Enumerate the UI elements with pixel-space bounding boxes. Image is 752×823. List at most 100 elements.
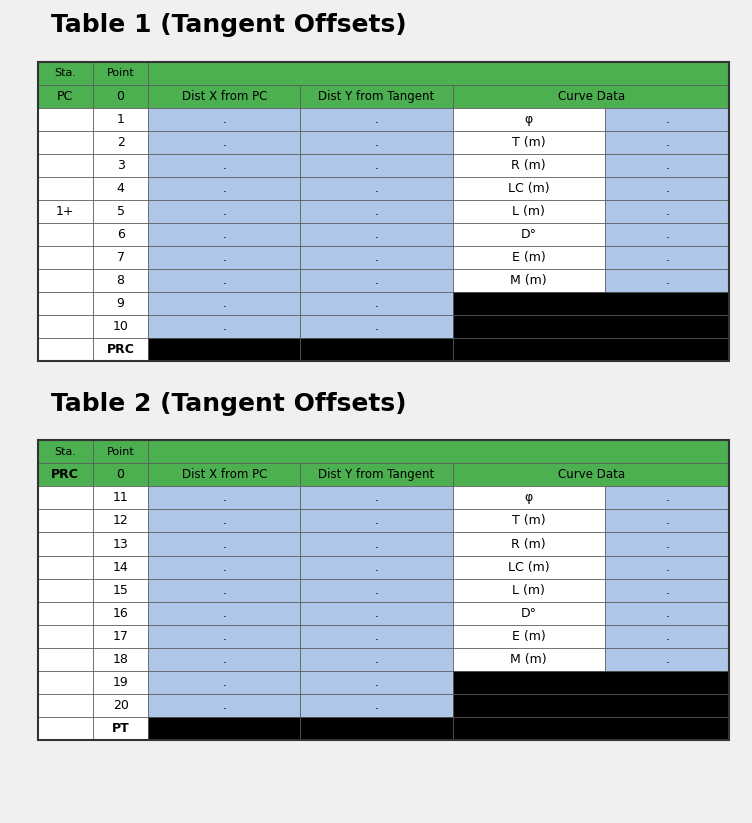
- Text: .: .: [223, 584, 226, 597]
- Bar: [605, 556, 729, 579]
- Text: 7: 7: [117, 251, 125, 264]
- Bar: [148, 486, 301, 509]
- Text: Curve Data: Curve Data: [557, 468, 625, 481]
- Bar: [301, 532, 453, 556]
- Text: .: .: [666, 653, 669, 666]
- Text: .: .: [666, 491, 669, 504]
- Bar: [605, 108, 729, 131]
- Bar: [301, 315, 453, 338]
- Text: PC: PC: [57, 90, 74, 103]
- Text: .: .: [374, 251, 378, 264]
- Text: .: .: [374, 274, 378, 287]
- Text: 9: 9: [117, 297, 125, 310]
- Text: .: .: [223, 251, 226, 264]
- Bar: [38, 292, 93, 315]
- Bar: [453, 579, 605, 602]
- Bar: [301, 85, 453, 108]
- Text: M (m): M (m): [511, 653, 547, 666]
- Bar: [38, 315, 93, 338]
- Bar: [38, 556, 93, 579]
- Bar: [148, 463, 301, 486]
- Text: .: .: [223, 159, 226, 172]
- Text: .: .: [666, 630, 669, 643]
- Bar: [301, 625, 453, 648]
- Bar: [148, 532, 301, 556]
- Bar: [93, 62, 148, 85]
- Bar: [93, 338, 148, 361]
- Bar: [301, 671, 453, 694]
- Bar: [453, 292, 729, 315]
- Bar: [148, 602, 301, 625]
- Bar: [453, 556, 605, 579]
- Text: .: .: [666, 537, 669, 551]
- Text: .: .: [374, 584, 378, 597]
- Text: 15: 15: [113, 584, 129, 597]
- Text: LC (m): LC (m): [508, 182, 550, 195]
- Text: .: .: [223, 560, 226, 574]
- Bar: [38, 625, 93, 648]
- Bar: [148, 648, 301, 671]
- Bar: [453, 671, 729, 694]
- Bar: [38, 131, 93, 154]
- Bar: [301, 338, 453, 361]
- Text: .: .: [666, 136, 669, 149]
- Bar: [93, 108, 148, 131]
- Bar: [453, 486, 605, 509]
- Bar: [605, 200, 729, 223]
- Text: .: .: [666, 182, 669, 195]
- Bar: [453, 85, 729, 108]
- Bar: [453, 602, 605, 625]
- Bar: [148, 509, 301, 532]
- Text: 6: 6: [117, 228, 125, 241]
- Text: Sta.: Sta.: [54, 447, 76, 457]
- Text: 19: 19: [113, 676, 129, 689]
- Bar: [93, 223, 148, 246]
- Bar: [148, 269, 301, 292]
- Text: 0: 0: [117, 468, 125, 481]
- Text: 4: 4: [117, 182, 125, 195]
- Bar: [301, 246, 453, 269]
- Bar: [453, 177, 605, 200]
- Bar: [453, 625, 605, 648]
- Bar: [38, 671, 93, 694]
- Text: .: .: [666, 205, 669, 218]
- Text: E (m): E (m): [512, 630, 546, 643]
- Text: Table 2 (Tangent Offsets): Table 2 (Tangent Offsets): [51, 392, 407, 416]
- Text: Dist X from PC: Dist X from PC: [182, 90, 267, 103]
- Bar: [93, 671, 148, 694]
- Text: 16: 16: [113, 607, 129, 620]
- Text: 10: 10: [113, 320, 129, 333]
- Text: .: .: [374, 560, 378, 574]
- Bar: [93, 177, 148, 200]
- Text: .: .: [223, 320, 226, 333]
- Bar: [93, 463, 148, 486]
- Text: T (m): T (m): [512, 514, 546, 528]
- Bar: [301, 269, 453, 292]
- Bar: [453, 338, 729, 361]
- Text: Point: Point: [107, 447, 135, 457]
- Text: .: .: [374, 136, 378, 149]
- Bar: [93, 440, 148, 463]
- Text: .: .: [374, 514, 378, 528]
- Bar: [301, 694, 453, 717]
- Bar: [93, 509, 148, 532]
- Text: Curve Data: Curve Data: [557, 90, 625, 103]
- Bar: [453, 648, 605, 671]
- Bar: [301, 579, 453, 602]
- Bar: [93, 532, 148, 556]
- Text: 11: 11: [113, 491, 129, 504]
- Bar: [38, 440, 93, 463]
- Bar: [148, 694, 301, 717]
- Bar: [453, 246, 605, 269]
- Bar: [605, 246, 729, 269]
- Text: PRC: PRC: [107, 343, 135, 356]
- Text: LC (m): LC (m): [508, 560, 550, 574]
- Text: .: .: [374, 537, 378, 551]
- Bar: [453, 509, 605, 532]
- Text: 20: 20: [113, 699, 129, 712]
- Bar: [93, 648, 148, 671]
- Bar: [453, 315, 729, 338]
- Bar: [93, 269, 148, 292]
- Bar: [148, 177, 301, 200]
- Bar: [148, 154, 301, 177]
